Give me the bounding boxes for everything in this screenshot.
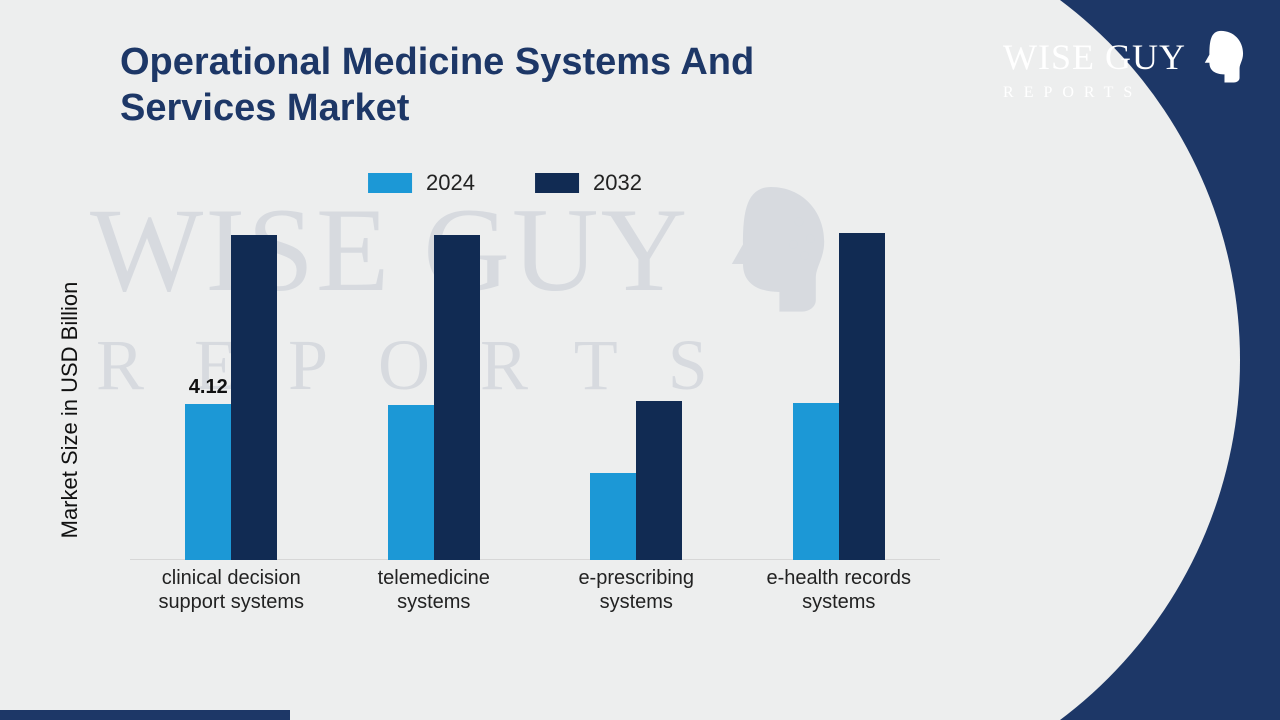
bar-2032 [231,235,277,560]
bar-group: telemedicine systems [333,220,536,560]
bar-group: 4.12clinical decision support systems [130,220,333,560]
bottom-accent-bar [0,710,290,720]
legend-label-2024: 2024 [426,170,475,196]
bar-group: e-health records systems [738,220,941,560]
legend-swatch-2024 [368,173,412,193]
bar-group: e-prescribing systems [535,220,738,560]
chart: Market Size in USD Billion 2024 2032 4.1… [70,170,940,650]
page: WISE GUY REPORTS Operational Medicine Sy… [0,0,1280,720]
brand-line2: REPORTS [1003,84,1250,102]
bar-pair [738,220,941,560]
bar-2024: 4.12 [185,404,231,560]
bar-2032 [636,401,682,560]
bar-value-label: 4.12 [189,376,228,399]
brand-line1: WISE GUY [1003,36,1186,78]
right-panel [960,0,1280,720]
legend-swatch-2032 [535,173,579,193]
legend-label-2032: 2032 [593,170,642,196]
bar-2024 [793,403,839,560]
y-axis-label: Market Size in USD Billion [57,230,83,590]
bar-pair [535,220,738,560]
bar-2024 [590,473,636,560]
bar-pair: 4.12 [130,220,333,560]
plot-area: 4.12clinical decision support systemstel… [130,220,940,560]
page-title: Operational Medicine Systems And Service… [120,40,900,131]
bar-pair [333,220,536,560]
category-label: clinical decision support systems [151,566,311,614]
bar-groups: 4.12clinical decision support systemstel… [130,220,940,560]
brand-head-icon [1192,28,1250,86]
legend-item-2032: 2032 [535,170,642,196]
category-label: e-prescribing systems [556,566,716,614]
bar-2032 [839,233,885,560]
legend-item-2024: 2024 [368,170,475,196]
category-label: e-health records systems [759,566,919,614]
legend: 2024 2032 [368,170,642,196]
category-label: telemedicine systems [354,566,514,614]
bar-2024 [388,405,434,560]
brand-logo: WISE GUY REPORTS [1003,28,1250,102]
bar-2032 [434,235,480,560]
